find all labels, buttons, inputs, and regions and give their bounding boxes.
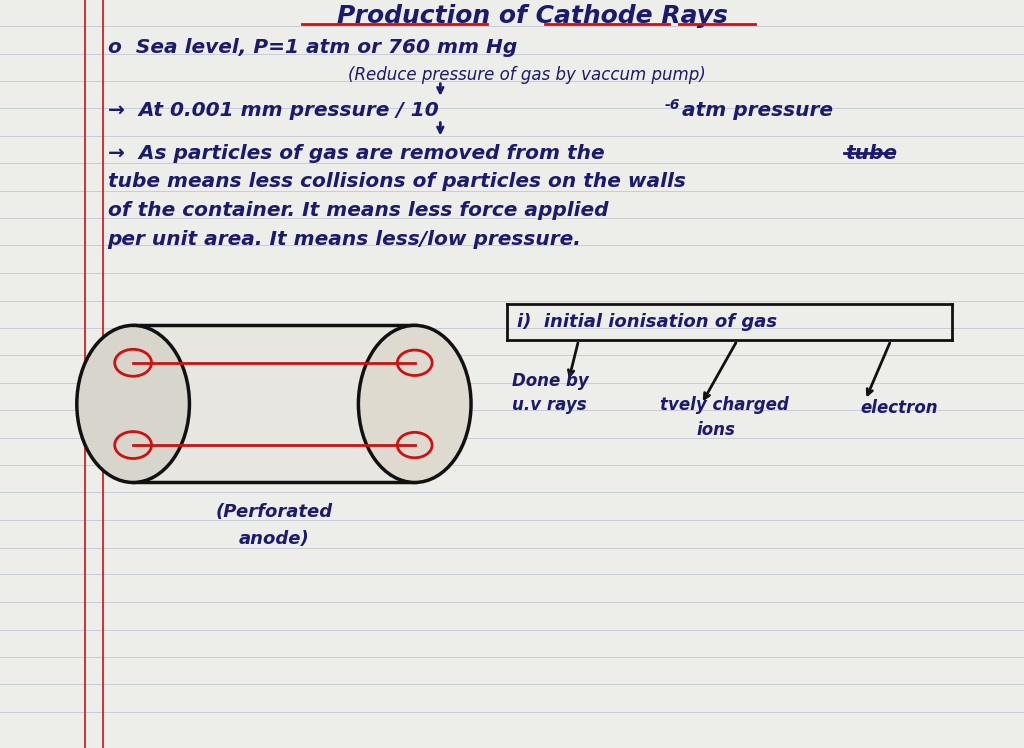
Text: o  Sea level, P=1 atm or 760 mm Hg: o Sea level, P=1 atm or 760 mm Hg <box>108 37 517 57</box>
Text: Production of Cathode Rays: Production of Cathode Rays <box>337 4 728 28</box>
Bar <box>133 325 415 482</box>
Text: i)  initial ionisation of gas: i) initial ionisation of gas <box>517 313 777 331</box>
Ellipse shape <box>358 325 471 482</box>
Text: (Perforated: (Perforated <box>215 503 333 521</box>
Text: u.v rays: u.v rays <box>512 396 587 414</box>
Text: anode): anode) <box>239 530 309 548</box>
Text: tube: tube <box>845 144 897 163</box>
Text: (Reduce pressure of gas by vaccum pump): (Reduce pressure of gas by vaccum pump) <box>348 66 706 84</box>
Text: →  At 0.001 mm pressure / 10: → At 0.001 mm pressure / 10 <box>108 101 438 120</box>
Text: of the container. It means less force applied: of the container. It means less force ap… <box>108 201 608 221</box>
Text: electron: electron <box>860 399 938 417</box>
Text: ions: ions <box>696 421 735 439</box>
Text: tvely charged: tvely charged <box>660 396 790 414</box>
Ellipse shape <box>77 325 189 482</box>
Text: tube means less collisions of particles on the walls: tube means less collisions of particles … <box>108 172 685 191</box>
Text: atm pressure: atm pressure <box>682 101 833 120</box>
Text: Done by: Done by <box>512 373 589 390</box>
Text: →  As particles of gas are removed from the: → As particles of gas are removed from t… <box>108 144 611 163</box>
Text: -6: -6 <box>665 98 680 111</box>
Text: per unit area. It means less/low pressure.: per unit area. It means less/low pressur… <box>108 230 582 249</box>
